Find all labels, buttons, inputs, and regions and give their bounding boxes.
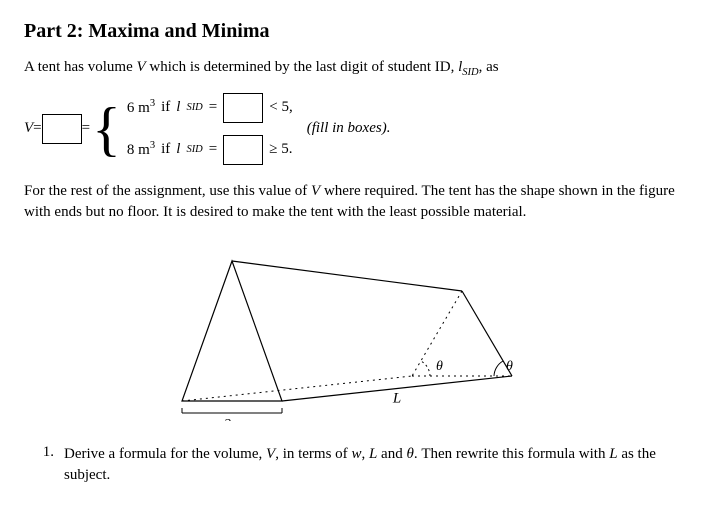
case1-input-box[interactable] xyxy=(223,93,263,123)
volume-equation: V = = { 6 m3 if lSID = < 5, 8 m3 if lSID… xyxy=(24,93,679,165)
case-2: 8 m3 if l SID = ≥ 5. xyxy=(127,135,293,165)
q1-t3: , xyxy=(361,446,369,462)
svg-text:L: L xyxy=(391,390,400,406)
tent-svg: θ θ L 2w xyxy=(162,241,542,421)
case1-rel: < 5, xyxy=(269,99,292,116)
q1-t4: and xyxy=(377,446,406,462)
svg-text:θ: θ xyxy=(506,359,513,374)
case2-input-box[interactable] xyxy=(223,135,263,165)
case1-value: 6 m3 xyxy=(127,98,155,117)
case2-rel: ≥ 5. xyxy=(269,141,292,158)
intro-prefix: A tent has volume xyxy=(24,59,137,75)
tent-figure: θ θ L 2w xyxy=(24,241,679,426)
q1-theta: θ xyxy=(406,446,413,462)
case1-eq: = xyxy=(209,99,217,116)
case2-value: 8 m3 xyxy=(127,140,155,159)
case1-val-text: 6 m xyxy=(127,100,150,116)
para2-t1: For the rest of the assignment, use this… xyxy=(24,183,311,199)
brace-icon: { xyxy=(92,99,121,159)
eq-V: V xyxy=(24,120,33,137)
case2-if: if xyxy=(161,141,170,158)
intro-mid: which is determined by the last digit of… xyxy=(146,59,458,75)
q1-t1: Derive a formula for the volume, xyxy=(64,446,266,462)
eq-equals-1: = xyxy=(33,120,41,137)
case2-sup: 3 xyxy=(150,140,155,151)
eq-equals-2: = xyxy=(82,120,90,137)
case2-val-text: 8 m xyxy=(127,142,150,158)
cases-block: 6 m3 if lSID = < 5, 8 m3 if lSID = ≥ 5. xyxy=(127,93,293,165)
part-heading: Part 2: Maxima and Minima xyxy=(24,20,679,43)
q1-w: w xyxy=(351,446,361,462)
case2-lsid-sub: SID xyxy=(186,144,202,155)
question-1: 1. Derive a formula for the volume, V, i… xyxy=(24,444,679,486)
q1-V: V xyxy=(266,446,275,462)
case1-lsid-sub: SID xyxy=(186,102,202,113)
para2-V: V xyxy=(311,183,320,199)
q1-t2: , in terms of xyxy=(275,446,351,462)
svg-text:θ: θ xyxy=(436,359,443,374)
q1-number: 1. xyxy=(24,444,64,486)
case2-eq: = xyxy=(209,141,217,158)
fill-note: (fill in boxes). xyxy=(307,120,391,137)
case1-if: if xyxy=(161,99,170,116)
case1-sup: 3 xyxy=(150,98,155,109)
q1-text: Derive a formula for the volume, V, in t… xyxy=(64,444,679,486)
q1-t5: . Then rewrite this formula with xyxy=(414,446,609,462)
intro-lsid-sub: SID xyxy=(462,67,478,78)
instruction-paragraph: For the rest of the assignment, use this… xyxy=(24,181,679,223)
V-input-box[interactable] xyxy=(42,114,82,144)
intro-suffix: , as xyxy=(479,59,499,75)
case1-lsid: l xyxy=(176,99,180,116)
intro-paragraph: A tent has volume V which is determined … xyxy=(24,57,679,81)
intro-V: V xyxy=(137,59,146,75)
case-1: 6 m3 if l SID = < 5, xyxy=(127,93,293,123)
q1-L2: L xyxy=(609,446,617,462)
case2-lsid: l xyxy=(176,141,180,158)
svg-text:2w: 2w xyxy=(223,417,240,421)
